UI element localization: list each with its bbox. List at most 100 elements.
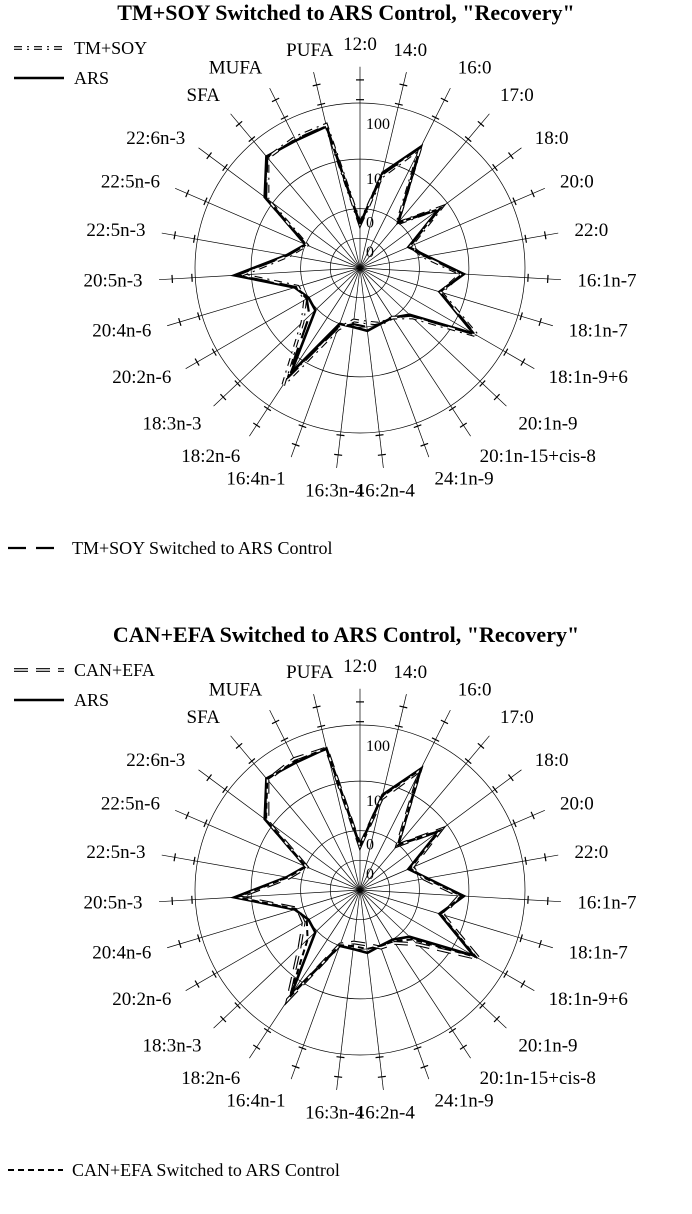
axis-tick: [195, 981, 199, 988]
axis-spoke: [167, 268, 360, 326]
axis-label: 20:2n-6: [112, 989, 171, 1010]
axis-label: 20:0: [560, 172, 594, 193]
axis-tick: [378, 454, 386, 455]
axis-tick: [236, 743, 242, 748]
axis-tick: [281, 738, 288, 742]
ring-label: 0: [366, 214, 374, 231]
axis-label: 24:1n-9: [434, 469, 493, 490]
axis-tick: [465, 137, 471, 142]
axis-label: 22:0: [574, 220, 608, 241]
axis-label: 22:5n-6: [101, 172, 160, 193]
ring-label: 0: [366, 866, 374, 883]
axis-spoke: [360, 114, 489, 268]
axis-spoke: [360, 268, 429, 457]
axis-tick: [531, 812, 534, 819]
axis-spoke: [162, 233, 360, 268]
axis-spoke: [162, 855, 360, 890]
axis-tick: [281, 116, 288, 120]
axis-spoke: [360, 736, 489, 890]
axis-label: 20:1n-9: [518, 413, 577, 434]
axis-tick: [465, 759, 471, 764]
axis-spoke: [360, 890, 429, 1079]
legend-label: CAN+EFA Switched to ARS Control: [72, 1160, 340, 1180]
axis-label: 20:5n-3: [83, 893, 142, 914]
axis-label: 16:3n-4: [305, 480, 365, 501]
axis-tick: [378, 1076, 386, 1077]
axis-label: 16:0: [458, 57, 492, 78]
axis-tick: [521, 981, 525, 988]
axis-label: 16:4n-1: [226, 1091, 285, 1112]
axis-label: SFA: [187, 707, 221, 728]
axis-tick: [432, 116, 439, 120]
axis-tick: [204, 820, 207, 827]
axis-spoke: [360, 268, 553, 326]
axis-label: 14:0: [393, 662, 427, 683]
axis-spoke: [360, 855, 558, 890]
axis-tick: [432, 738, 439, 742]
axis-label: 18:2n-6: [181, 1068, 240, 1089]
axis-label: 16:2n-4: [356, 480, 416, 501]
ring-label: 0: [366, 244, 374, 261]
axis-label: 18:0: [535, 750, 569, 771]
legend-label: TM+SOY Switched to ARS Control: [72, 538, 333, 558]
axis-tick: [493, 786, 498, 792]
ring-label: 100: [366, 116, 390, 133]
axis-tick: [449, 406, 456, 410]
axis-tick: [204, 198, 207, 205]
axis-tick: [174, 853, 175, 861]
axis-tick: [272, 720, 279, 724]
axis-tick: [478, 121, 484, 126]
axis-tick: [334, 454, 342, 455]
axis-label: 18:3n-3: [142, 1035, 201, 1056]
axis-label: 12:0: [343, 34, 377, 55]
axis-label: PUFA: [286, 40, 333, 61]
axis-tick: [521, 359, 525, 366]
axis-tick: [336, 435, 344, 436]
axis-spoke: [167, 890, 360, 948]
axis-label: 22:6n-3: [126, 128, 185, 149]
axis-tick: [508, 152, 513, 158]
axis-label: 24:1n-9: [434, 1091, 493, 1112]
chart-title: TM+SOY Switched to ARS Control, "Recover…: [117, 0, 574, 25]
axis-tick: [264, 1028, 271, 1032]
axis-label: 22:5n-3: [86, 842, 145, 863]
axis-spoke: [231, 114, 360, 268]
axis-label: 20:0: [560, 794, 594, 815]
axis-label: MUFA: [209, 679, 263, 700]
axis-tick: [525, 235, 526, 243]
ring-label: 0: [366, 836, 374, 853]
axis-label: 16:1n-7: [577, 271, 636, 292]
axis-spoke: [360, 890, 506, 1028]
axis-tick: [223, 164, 228, 170]
axis-label: 22:5n-3: [86, 220, 145, 241]
ring-label: 100: [366, 738, 390, 755]
axis-label: 16:2n-4: [356, 1102, 416, 1123]
axis-tick: [249, 137, 255, 142]
axis-label: 18:1n-9+6: [549, 367, 628, 388]
axis-spoke: [360, 268, 506, 406]
axis-label: 16:4n-1: [226, 469, 285, 490]
axis-label: 20:4n-6: [92, 320, 151, 341]
series-line-inner: [238, 748, 479, 999]
axis-label: PUFA: [286, 662, 333, 683]
axis-label: 22:5n-6: [101, 794, 160, 815]
axis-tick: [207, 774, 212, 780]
axis-tick: [194, 235, 195, 243]
axis-tick: [441, 98, 448, 102]
axis-tick: [212, 349, 216, 356]
axis-tick: [253, 423, 260, 427]
axis-label: 18:3n-3: [142, 413, 201, 434]
axis-label: 20:1n-15+cis-8: [480, 446, 596, 467]
axis-label: 20:4n-6: [92, 942, 151, 963]
axis-tick: [531, 190, 534, 197]
axis-spoke: [360, 233, 558, 268]
axis-tick: [207, 152, 212, 158]
axis-label: 17:0: [500, 85, 534, 106]
axis-tick: [195, 359, 199, 366]
axis-tick: [174, 231, 175, 239]
axis-tick: [376, 435, 384, 436]
axis-tick: [253, 1045, 260, 1049]
axis-tick: [545, 231, 546, 239]
axis-spoke: [360, 188, 545, 268]
legend-label: ARS: [74, 690, 109, 710]
